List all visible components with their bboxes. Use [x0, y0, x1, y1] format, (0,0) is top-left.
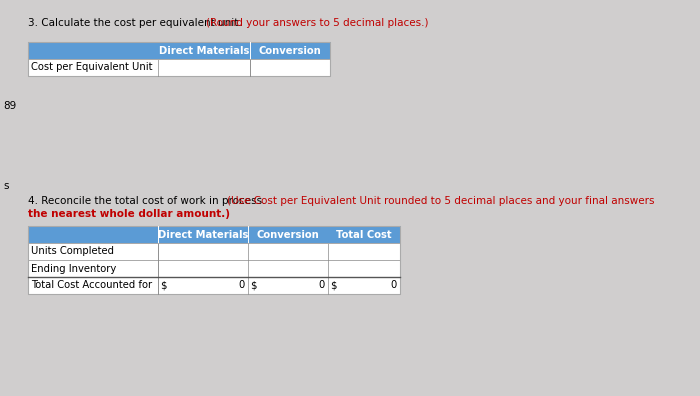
- Bar: [158, 42, 330, 59]
- Text: Direct Materials: Direct Materials: [159, 46, 249, 55]
- Text: 3. Calculate the cost per equivalent unit.: 3. Calculate the cost per equivalent uni…: [28, 18, 245, 28]
- Text: Conversion: Conversion: [257, 230, 319, 240]
- Bar: [28, 42, 330, 76]
- Text: 4. Reconcile the total cost of work in process.: 4. Reconcile the total cost of work in p…: [28, 196, 269, 206]
- Text: (Round your answers to 5 decimal places.): (Round your answers to 5 decimal places.…: [206, 18, 429, 28]
- Text: 0: 0: [239, 280, 245, 291]
- Bar: [28, 226, 400, 294]
- Bar: [28, 59, 330, 76]
- Bar: [28, 243, 400, 260]
- Bar: [28, 277, 400, 294]
- Text: (Use Cost per Equivalent Unit rounded to 5 decimal places and your final answers: (Use Cost per Equivalent Unit rounded to…: [228, 196, 654, 206]
- Text: Cost per Equivalent Unit: Cost per Equivalent Unit: [31, 63, 153, 72]
- Text: Total Cost: Total Cost: [336, 230, 392, 240]
- Text: s: s: [3, 181, 8, 191]
- Bar: [28, 260, 400, 277]
- Text: Total Cost Accounted for: Total Cost Accounted for: [31, 280, 152, 291]
- Text: 0: 0: [391, 280, 397, 291]
- Text: 0: 0: [318, 280, 325, 291]
- Text: the nearest whole dollar amount.): the nearest whole dollar amount.): [28, 209, 230, 219]
- Text: Direct Materials: Direct Materials: [158, 230, 248, 240]
- Text: Ending Inventory: Ending Inventory: [31, 263, 116, 274]
- Bar: [28, 226, 400, 243]
- Text: $: $: [250, 280, 256, 291]
- Text: Units Completed: Units Completed: [31, 246, 114, 257]
- Text: Conversion: Conversion: [258, 46, 321, 55]
- Bar: [28, 42, 158, 59]
- Text: $: $: [160, 280, 167, 291]
- Text: 89: 89: [3, 101, 16, 111]
- Text: $: $: [330, 280, 337, 291]
